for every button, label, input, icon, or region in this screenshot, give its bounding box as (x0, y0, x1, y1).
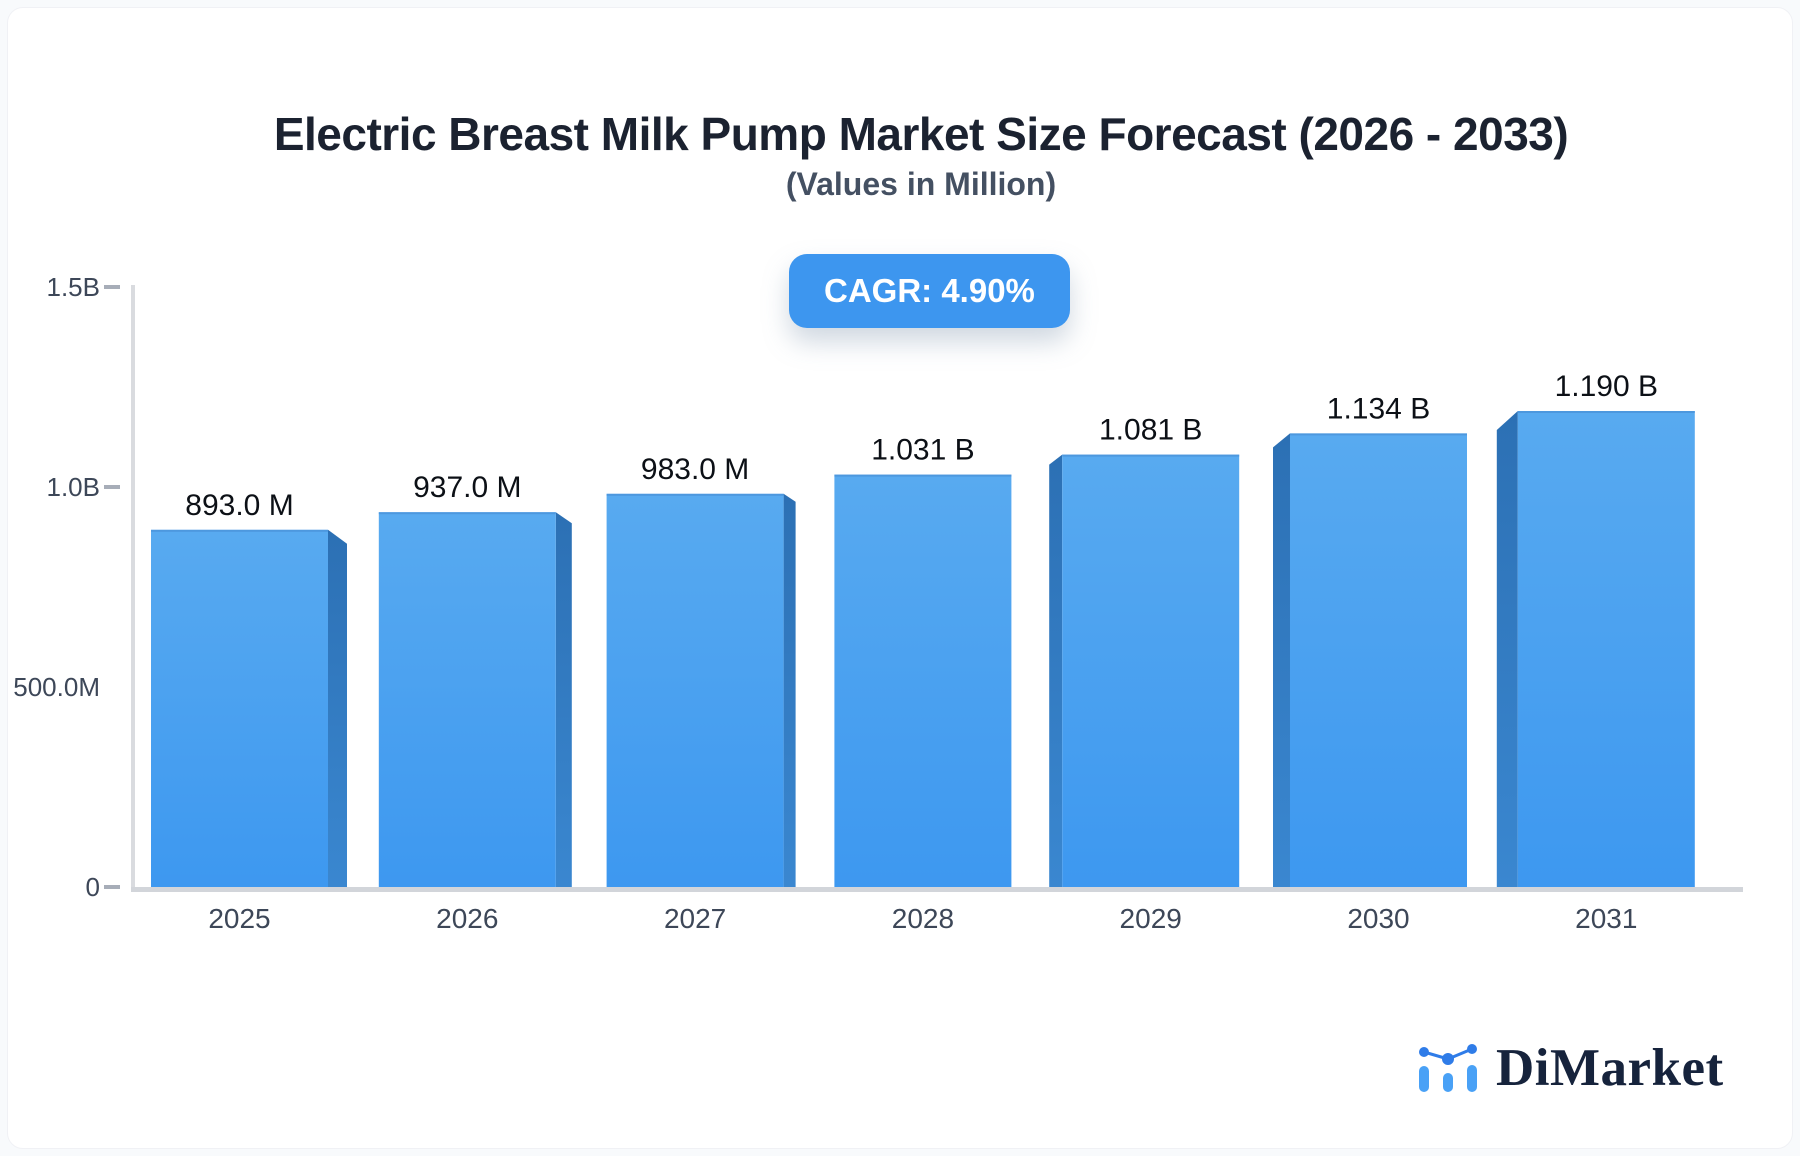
bar-value-label: 1.134 B (1327, 392, 1430, 425)
bar (1290, 433, 1467, 887)
bar-side (783, 493, 796, 887)
y-axis-label: 1.0B (47, 472, 101, 502)
bar-value-label: 1.081 B (1099, 414, 1202, 447)
bar-side (1049, 454, 1063, 887)
bar-top-edge (151, 529, 328, 532)
bar (606, 493, 784, 887)
bar-top-edge (1062, 454, 1240, 457)
x-axis-label: 2027 (664, 903, 726, 934)
y-tick-mark (104, 485, 120, 489)
bar-top-edge (1517, 411, 1695, 413)
cagr-badge-label: CAGR: 4.90% (824, 272, 1035, 309)
chart-subtitle: (Values in Million) (785, 166, 1057, 202)
bar-value-label: 983.0 M (641, 453, 749, 486)
bar-chart: 1.5B 1.0B 500.0M 0 893.0 M 937.0 M 983.0 M 1.03… (13, 272, 1743, 934)
y-axis-line (131, 285, 135, 889)
x-axis-line (131, 887, 1743, 892)
bar-top-edge (834, 474, 1012, 477)
bar-top-edge (378, 512, 556, 515)
y-axis-label: 500.0M (13, 672, 100, 702)
brand-logo-text: DiMarket (1496, 1039, 1724, 1097)
chart-title: Electric Breast Milk Pump Market Size Fo… (273, 108, 1569, 160)
x-axis-label: 2029 (1120, 903, 1182, 934)
bar-value-label: 893.0 M (185, 489, 293, 522)
bar (378, 512, 556, 887)
bar (151, 529, 328, 887)
bar-value-label: 1.190 B (1555, 370, 1658, 403)
bar-side (328, 529, 347, 887)
bar-value-label: 937.0 M (413, 471, 521, 504)
bar-side (1496, 411, 1518, 887)
bar-side (1273, 433, 1290, 887)
bar (834, 474, 1012, 887)
brand-logo: DiMarket (1417, 1039, 1724, 1097)
y-axis-label: 0 (86, 872, 100, 902)
bar-top-edge (1290, 433, 1467, 436)
y-tick-mark (104, 885, 120, 889)
y-axis-label: 1.5B (47, 272, 101, 302)
chart-card: Electric Breast Milk Pump Market Size Fo… (7, 7, 1793, 1149)
bar (1062, 454, 1240, 887)
bar-value-label: 1.031 B (871, 434, 974, 467)
bar (1517, 411, 1695, 887)
y-tick-mark (104, 285, 120, 289)
x-axis-label: 2025 (208, 903, 270, 934)
bar-top-edge (606, 493, 784, 496)
cagr-badge: CAGR: 4.90% (789, 254, 1070, 328)
x-axis-label: 2030 (1347, 903, 1409, 934)
x-axis-label: 2028 (892, 903, 954, 934)
dimarket-logo-icon (1419, 1044, 1477, 1092)
bar-side (555, 512, 572, 887)
x-axis-label: 2026 (436, 903, 498, 934)
x-axis-label: 2031 (1575, 903, 1637, 934)
